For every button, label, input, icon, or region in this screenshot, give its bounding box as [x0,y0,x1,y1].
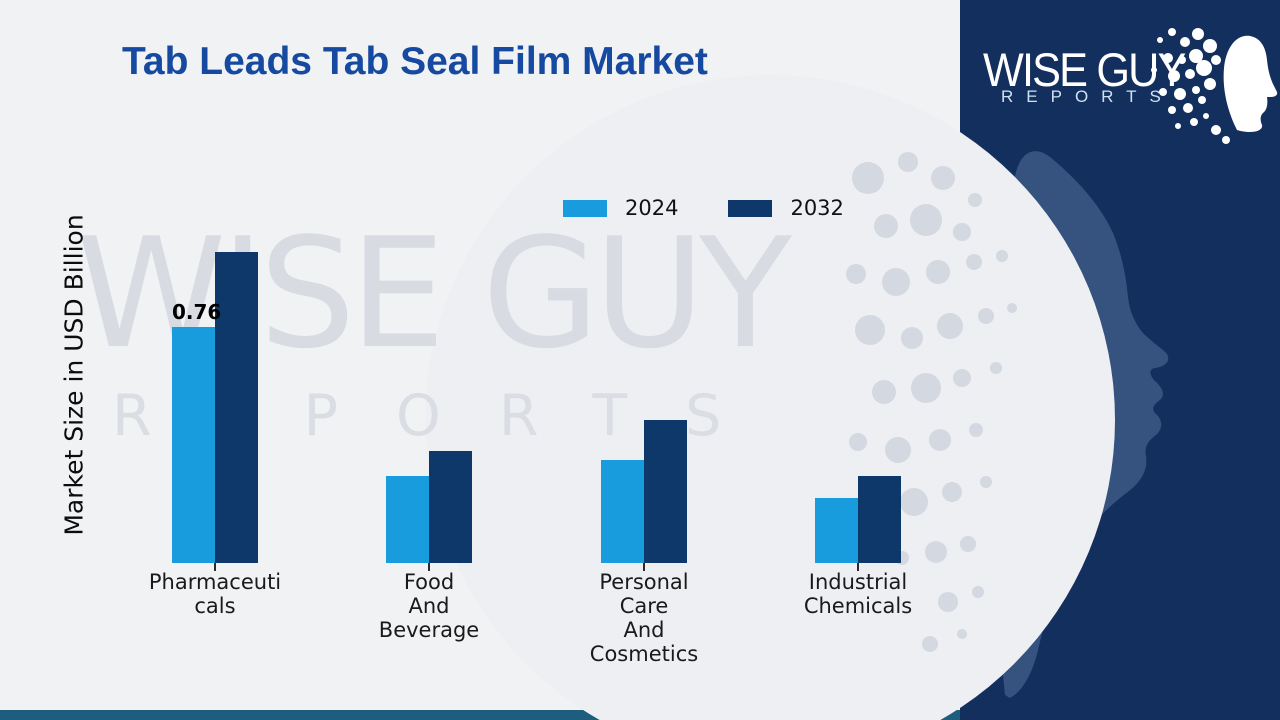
legend-swatch-2024 [563,199,607,217]
bar-value-label: 0.76 [172,300,222,324]
bar-2032-group1 [429,451,472,563]
logo-subtitle: REPORTS [1001,87,1174,106]
bar-2024-group0 [172,327,215,563]
category-label: Personal Care And Cosmetics [589,570,699,666]
logo-wordmark: WISE GUY [983,43,1186,96]
bar-2032-group0 [215,252,258,563]
legend-item-2032: 2032 [728,196,844,220]
legend: 2024 2032 [563,196,844,220]
category-label: Industrial Chemicals [803,570,913,618]
x-axis-tick [214,563,216,571]
brain-dots [846,152,1017,652]
category-label: Food And Beverage [378,570,480,642]
category-label: Pharmaceuti cals [148,570,282,618]
chart-title: Tab Leads Tab Seal Film Market [122,40,708,83]
bar-2032-group3 [858,476,901,563]
bar-2024-group1 [386,476,429,563]
bar-2024-group2 [601,460,644,563]
logo-head-icon [1151,28,1278,144]
x-axis-tick [857,563,859,571]
x-axis-tick [643,563,645,571]
x-axis-tick [428,563,430,571]
bar-2024-group3 [815,498,858,563]
legend-swatch-2032 [728,199,773,217]
bar-2032-group2 [644,420,687,563]
legend-item-2024: 2024 [563,196,678,220]
y-axis-label: Market Size in USD Billion [59,214,89,536]
legend-label-2024: 2024 [625,196,679,220]
legend-label-2032: 2032 [790,196,844,220]
